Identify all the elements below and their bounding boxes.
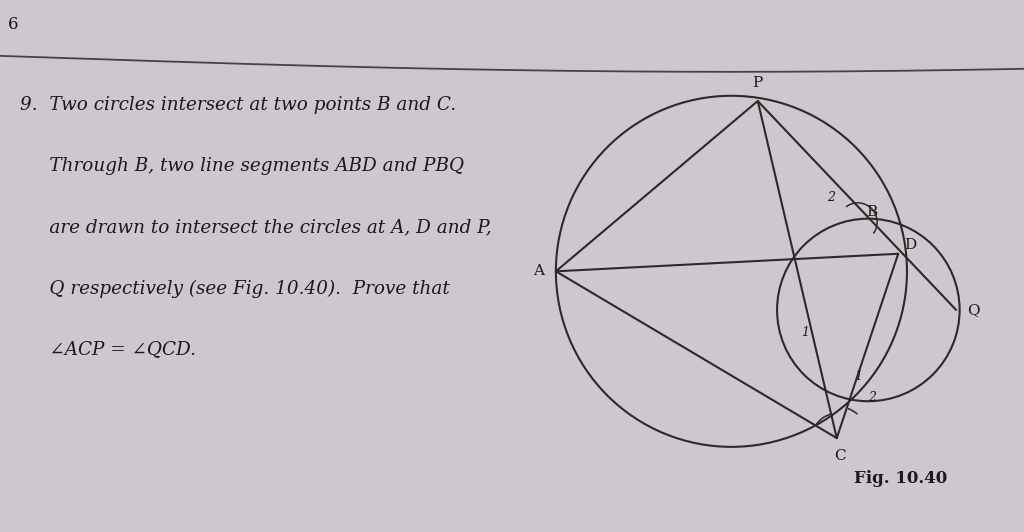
Text: P: P [753, 77, 763, 90]
Text: are drawn to intersect the circles at A, D and P,: are drawn to intersect the circles at A,… [20, 218, 493, 236]
Text: 2: 2 [868, 391, 876, 404]
Text: 9.  Two circles intersect at two points B and C.: 9. Two circles intersect at two points B… [20, 96, 457, 114]
Text: 1: 1 [801, 326, 809, 339]
Text: B: B [866, 205, 878, 219]
Text: 2: 2 [827, 191, 836, 204]
Text: 1: 1 [854, 370, 862, 383]
Text: Through B, two line segments ABD and PBQ: Through B, two line segments ABD and PBQ [20, 157, 465, 175]
Text: Fig. 10.40: Fig. 10.40 [854, 470, 948, 487]
Text: 6: 6 [8, 16, 18, 33]
Text: ∠ACP = ∠QCD.: ∠ACP = ∠QCD. [20, 340, 197, 359]
Text: Q respectively (see Fig. 10.40).  Prove that: Q respectively (see Fig. 10.40). Prove t… [20, 279, 451, 297]
Text: A: A [532, 264, 544, 278]
Text: Q: Q [968, 303, 980, 317]
Text: D: D [904, 238, 916, 252]
Text: C: C [835, 448, 846, 463]
